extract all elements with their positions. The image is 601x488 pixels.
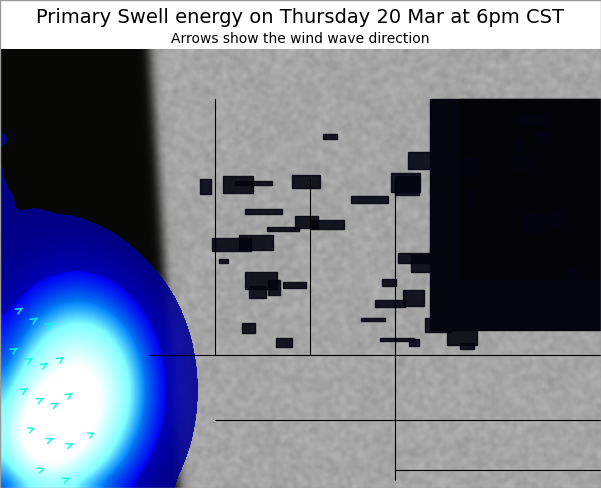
- Polygon shape: [434, 121, 444, 139]
- Polygon shape: [323, 134, 337, 139]
- Polygon shape: [351, 196, 388, 203]
- Polygon shape: [391, 173, 420, 192]
- Polygon shape: [245, 272, 277, 289]
- Polygon shape: [411, 255, 444, 272]
- Polygon shape: [430, 99, 601, 329]
- Polygon shape: [268, 281, 280, 295]
- Polygon shape: [375, 301, 405, 306]
- Polygon shape: [242, 323, 255, 333]
- Polygon shape: [409, 339, 419, 346]
- Polygon shape: [451, 293, 456, 299]
- Polygon shape: [361, 318, 385, 321]
- Polygon shape: [452, 294, 479, 300]
- Polygon shape: [408, 152, 438, 169]
- Polygon shape: [512, 155, 529, 170]
- Polygon shape: [249, 286, 266, 299]
- Polygon shape: [535, 133, 548, 142]
- Polygon shape: [512, 305, 531, 315]
- Polygon shape: [283, 283, 306, 288]
- Polygon shape: [403, 290, 424, 305]
- Polygon shape: [454, 284, 487, 293]
- Polygon shape: [430, 247, 453, 266]
- Polygon shape: [425, 318, 451, 331]
- Polygon shape: [382, 280, 396, 286]
- Polygon shape: [235, 181, 272, 185]
- Polygon shape: [515, 139, 524, 153]
- Polygon shape: [514, 114, 546, 125]
- Polygon shape: [395, 176, 419, 195]
- Polygon shape: [380, 338, 414, 341]
- Text: Arrows show the wind wave direction: Arrows show the wind wave direction: [171, 32, 430, 46]
- Polygon shape: [523, 214, 542, 232]
- Polygon shape: [276, 338, 292, 346]
- Polygon shape: [450, 158, 478, 174]
- Polygon shape: [239, 235, 273, 250]
- Polygon shape: [433, 139, 438, 149]
- Polygon shape: [292, 175, 320, 188]
- Polygon shape: [223, 176, 253, 193]
- Polygon shape: [295, 216, 318, 228]
- Polygon shape: [565, 268, 577, 281]
- Polygon shape: [267, 227, 299, 231]
- Polygon shape: [460, 99, 601, 280]
- Polygon shape: [310, 220, 344, 229]
- Polygon shape: [212, 238, 251, 251]
- Polygon shape: [200, 179, 211, 194]
- Polygon shape: [245, 209, 282, 214]
- Polygon shape: [460, 343, 474, 348]
- Polygon shape: [457, 297, 478, 311]
- Polygon shape: [447, 329, 477, 345]
- Polygon shape: [549, 211, 563, 226]
- Polygon shape: [398, 253, 430, 264]
- Text: Primary Swell energy on Thursday 20 Mar at 6pm CST: Primary Swell energy on Thursday 20 Mar …: [37, 8, 564, 26]
- Polygon shape: [219, 260, 228, 264]
- Polygon shape: [469, 189, 475, 206]
